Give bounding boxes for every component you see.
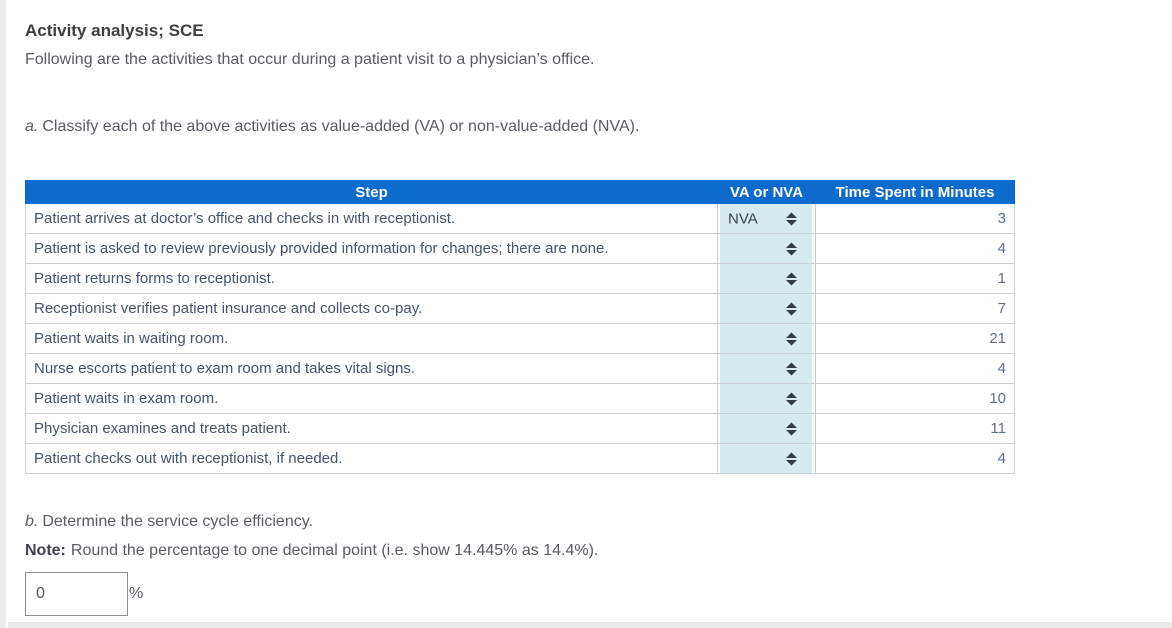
minutes-cell: 7 xyxy=(815,294,1015,324)
step-cell: Patient checks out with receptionist, if… xyxy=(25,444,718,474)
minutes-cell: 4 xyxy=(815,354,1015,384)
step-cell: Patient waits in waiting room. xyxy=(25,324,718,354)
table-row: Patient checks out with receptionist, if… xyxy=(25,444,1015,474)
step-cell: Nurse escorts patient to exam room and t… xyxy=(25,354,718,384)
column-header-time-spent: Time Spent in Minutes xyxy=(835,183,995,201)
minutes-cell: 11 xyxy=(815,414,1015,444)
part-a-label: a. xyxy=(25,118,39,135)
va-nva-value: NVA xyxy=(728,210,758,227)
va-nva-dropdown[interactable] xyxy=(720,234,812,263)
table-row: Patient arrives at doctor’s office and c… xyxy=(25,204,1015,234)
table-row: Patient returns forms to receptionist. 1 xyxy=(25,264,1015,294)
problem-panel: Activity analysis; SCE Following are the… xyxy=(25,20,1145,616)
dropdown-spinner-icon xyxy=(785,332,798,346)
note-line: Note: Round the percentage to one decimal… xyxy=(25,540,1145,562)
va-nva-cell xyxy=(718,354,815,384)
part-b-label: b. xyxy=(25,513,39,530)
percent-sign: % xyxy=(129,585,144,602)
table-row: Nurse escorts patient to exam room and t… xyxy=(25,354,1015,384)
minutes-cell: 4 xyxy=(815,444,1015,474)
va-nva-dropdown[interactable] xyxy=(720,294,812,323)
dropdown-spinner-icon xyxy=(785,302,798,316)
va-nva-dropdown[interactable] xyxy=(720,264,812,293)
va-nva-cell xyxy=(718,414,815,444)
part-b-text: Determine the service cycle efficiency. xyxy=(42,513,313,530)
table-row: Patient waits in waiting room. 21 xyxy=(25,324,1015,354)
table-row: Patient waits in exam room. 10 xyxy=(25,384,1015,414)
minutes-cell: 21 xyxy=(815,324,1015,354)
dropdown-spinner-icon xyxy=(785,242,798,256)
sce-percentage-input[interactable] xyxy=(25,572,128,616)
va-nva-cell xyxy=(718,384,815,414)
step-cell: Receptionist verifies patient insurance … xyxy=(25,294,718,324)
note-text: Round the percentage to one decimal poin… xyxy=(70,542,599,559)
column-header-step: Step xyxy=(355,183,388,201)
va-nva-dropdown[interactable] xyxy=(720,384,812,413)
va-nva-cell xyxy=(718,444,815,474)
table-row: Physician examines and treats patient. 1… xyxy=(25,414,1015,444)
va-nva-cell xyxy=(718,234,815,264)
step-cell: Patient arrives at doctor’s office and c… xyxy=(25,204,718,234)
table-row: Receptionist verifies patient insurance … xyxy=(25,294,1015,324)
dropdown-spinner-icon xyxy=(785,392,798,406)
note-label: Note: xyxy=(25,542,66,559)
va-nva-dropdown[interactable] xyxy=(720,444,812,473)
minutes-cell: 4 xyxy=(815,234,1015,264)
va-nva-dropdown[interactable] xyxy=(720,324,812,353)
step-cell: Physician examines and treats patient. xyxy=(25,414,718,444)
page-bottom-gutter xyxy=(8,622,1172,628)
part-b-instruction: b. Determine the service cycle efficiency… xyxy=(25,511,1145,533)
step-cell: Patient waits in exam room. xyxy=(25,384,718,414)
va-nva-cell xyxy=(718,264,815,294)
minutes-cell: 10 xyxy=(815,384,1015,414)
problem-title: Activity analysis; SCE xyxy=(25,21,204,40)
va-nva-cell xyxy=(718,324,815,354)
activity-table: Step VA or NVA Time Spent in Minutes Pat… xyxy=(25,180,1015,474)
table-header-row: Step VA or NVA Time Spent in Minutes xyxy=(25,180,1015,204)
minutes-cell: 3 xyxy=(815,204,1015,234)
dropdown-spinner-icon xyxy=(785,452,798,466)
dropdown-spinner-icon xyxy=(785,272,798,286)
step-cell: Patient is asked to review previously pr… xyxy=(25,234,718,264)
va-nva-cell xyxy=(718,294,815,324)
minutes-cell: 1 xyxy=(815,264,1015,294)
step-cell: Patient returns forms to receptionist. xyxy=(25,264,718,294)
dropdown-spinner-icon xyxy=(785,362,798,376)
table-row: Patient is asked to review previously pr… xyxy=(25,234,1015,264)
va-nva-dropdown[interactable]: NVA xyxy=(720,204,812,233)
table-body: Patient arrives at doctor’s office and c… xyxy=(25,204,1015,474)
problem-intro: Following are the activities that occur … xyxy=(25,51,595,68)
va-nva-cell: NVA xyxy=(718,204,815,234)
dropdown-spinner-icon xyxy=(785,422,798,436)
part-a-text: Classify each of the above activities as… xyxy=(42,118,640,135)
column-header-va-or-nva: VA or NVA xyxy=(729,183,804,201)
va-nva-dropdown[interactable] xyxy=(720,354,812,383)
va-nva-dropdown[interactable] xyxy=(720,414,812,443)
part-a-instruction: a. Classify each of the above activities … xyxy=(25,116,1145,138)
page-left-gutter xyxy=(0,0,8,628)
dropdown-spinner-icon xyxy=(785,212,798,226)
answer-row: % xyxy=(25,572,1145,616)
